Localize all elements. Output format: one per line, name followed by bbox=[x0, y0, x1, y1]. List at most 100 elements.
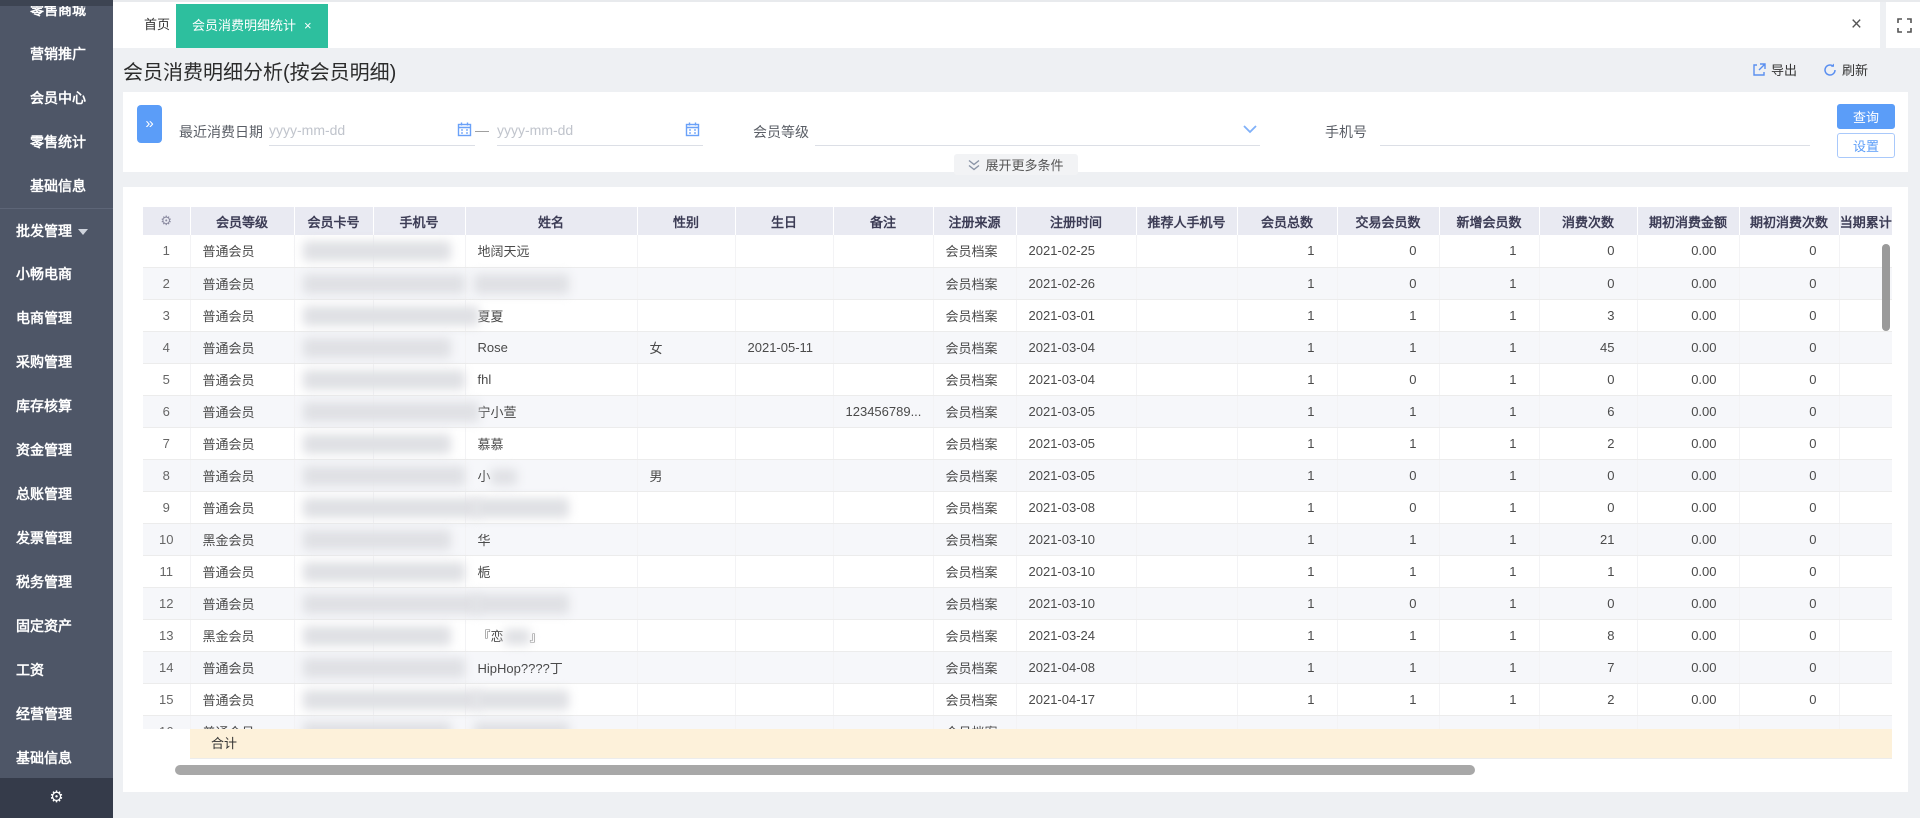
table-row[interactable]: 9 普通会员 会员档案 2021-03-08 1 0 1 0 0.00 0 bbox=[143, 491, 1892, 524]
table-cell: 2021-02-26 bbox=[1016, 267, 1137, 300]
table-cell: 普通会员 bbox=[190, 267, 295, 300]
sidebar-item[interactable]: 电商管理 bbox=[16, 310, 72, 326]
table-row[interactable]: 11 普通会员栀会员档案 2021-03-10 1 1 1 1 0.00 0 bbox=[143, 555, 1892, 588]
calendar-icon[interactable] bbox=[685, 122, 700, 137]
vertical-scrollbar bbox=[1882, 244, 1890, 544]
table-cell bbox=[1839, 651, 1892, 684]
table-row[interactable]: 5 普通会员 fhl 会员档案 2021-03-04 1 0 1 0 0.00 0 bbox=[143, 363, 1892, 396]
settings-button[interactable]: 设置 bbox=[1837, 133, 1895, 158]
table-cell: 0 bbox=[1739, 459, 1840, 492]
table-cell: 1 bbox=[1237, 427, 1338, 460]
table-row[interactable]: 4 普通会员 Rose 女 2021-05-11 会员档案 2021-03-04 1 1 1 45 0… bbox=[143, 331, 1892, 364]
table-cell: 21 bbox=[1539, 523, 1638, 556]
sidebar-item[interactable]: 基础信息 bbox=[16, 750, 72, 766]
sidebar-item[interactable]: 税务管理 bbox=[16, 574, 72, 590]
sidebar-item[interactable]: 会员中心 bbox=[30, 90, 86, 106]
tab-home[interactable]: 首页 bbox=[144, 17, 171, 32]
table-cell: 2021-03-01 bbox=[1016, 299, 1137, 332]
collapse-filters-button[interactable]: » bbox=[137, 105, 162, 143]
phone-filter-label: 手机号 bbox=[1325, 124, 1367, 140]
table-cell bbox=[465, 683, 638, 716]
close-icon[interactable]: × bbox=[1850, 14, 1862, 35]
vertical-scrollbar-thumb[interactable] bbox=[1882, 244, 1890, 331]
table-row[interactable]: 12 普通会员 会员档案 2021-03-10 1 0 1 0 0.00 0 bbox=[143, 587, 1892, 620]
table-cell bbox=[735, 363, 834, 396]
column-header: 会员卡号 bbox=[294, 207, 374, 235]
table-row[interactable]: 16普通会员 会员档案 bbox=[143, 715, 1892, 729]
tab-member-consume-detail[interactable]: 会员消费明细统计 × bbox=[176, 4, 328, 48]
table-cell: 15 bbox=[143, 683, 191, 716]
sidebar-item[interactable]: 小畅电商 bbox=[16, 266, 72, 282]
export-button[interactable]: 导出 bbox=[1752, 60, 1797, 79]
sidebar-settings-button[interactable]: ⚙ bbox=[0, 778, 113, 818]
sidebar-item[interactable]: 总账管理 bbox=[16, 486, 72, 502]
table-cell bbox=[1136, 491, 1238, 524]
column-settings-gear-icon[interactable]: ⚙ bbox=[143, 207, 191, 235]
expand-more-conditions-button[interactable]: 展开更多条件 bbox=[953, 154, 1078, 175]
sidebar-item[interactable]: 基础信息 bbox=[30, 178, 86, 194]
table-cell: 1 bbox=[1439, 395, 1540, 428]
table-cell bbox=[735, 459, 834, 492]
sidebar-item[interactable]: 零售统计 bbox=[30, 134, 86, 150]
table-row[interactable]: 13 黑金会员 『恋』会员档案 2021-03-24 1 1 1 8 0.00 0 bbox=[143, 619, 1892, 652]
table-cell bbox=[1839, 587, 1892, 620]
table-cell: 1 bbox=[1439, 587, 1540, 620]
query-button[interactable]: 查询 bbox=[1837, 104, 1895, 129]
table-cell: 会员档案 bbox=[933, 683, 1017, 716]
table-cell: 1 bbox=[1439, 651, 1540, 684]
table-cell bbox=[465, 587, 638, 620]
redacted-card-number bbox=[302, 689, 479, 710]
column-header: 注册时间 bbox=[1016, 207, 1137, 235]
export-label: 导出 bbox=[1770, 63, 1797, 78]
table-cell bbox=[465, 267, 638, 300]
tab-close-icon[interactable]: × bbox=[304, 18, 312, 33]
column-header: 推荐人手机号 bbox=[1136, 207, 1238, 235]
table-row[interactable]: 10 黑金会员华会员档案 2021-03-10 1 1 1 21 0.00 0 bbox=[143, 523, 1892, 556]
fullscreen-icon[interactable] bbox=[1897, 18, 1912, 33]
sidebar-item[interactable]: 发票管理 bbox=[16, 530, 72, 546]
table-cell: 8 bbox=[1539, 619, 1638, 652]
table-cell bbox=[1136, 523, 1238, 556]
date-from-input[interactable] bbox=[269, 116, 475, 144]
table-cell bbox=[637, 523, 736, 556]
sidebar-item[interactable]: 经营管理 bbox=[16, 706, 72, 722]
table-cell: 12 bbox=[143, 587, 191, 620]
sidebar-item[interactable]: 采购管理 bbox=[16, 354, 72, 370]
member-level-select[interactable] bbox=[815, 116, 1260, 144]
table-row[interactable]: 1 普通会员 地阔天远 会员档案 2021-02-25 1 0 1 0 0.00 0 bbox=[143, 235, 1892, 268]
phone-input[interactable] bbox=[1380, 116, 1810, 144]
chevron-down-icon[interactable] bbox=[1243, 125, 1257, 134]
table-row[interactable]: 6 普通会员 宁小萱 123456789... 会员档案 2021-03-05 1 1 1 6 0.… bbox=[143, 395, 1892, 428]
table-cell bbox=[735, 715, 834, 729]
horizontal-scrollbar-thumb[interactable] bbox=[175, 765, 1475, 775]
table-cell: 普通会员 bbox=[190, 363, 295, 396]
sidebar-item[interactable]: 资金管理 bbox=[16, 442, 72, 458]
table-row[interactable]: 14 普通会员 HipHop????丁 会员档案 2021-04-08 1 1 1 7 0.00 0 bbox=[143, 651, 1892, 684]
table-cell: 地阔天远 bbox=[465, 235, 638, 268]
table-row[interactable]: 2 普通会员 会员档案 2021-02-26 1 0 1 0 0.00 0 bbox=[143, 267, 1892, 300]
sidebar-item[interactable]: 固定资产 bbox=[16, 618, 72, 634]
table-row[interactable]: 8 普通会员小男会员档案 2021-03-05 1 0 1 0 0.00 0 bbox=[143, 459, 1892, 492]
table-row[interactable]: 7 普通会员 慕慕 会员档案 2021-03-05 1 1 1 2 0.00 0 bbox=[143, 427, 1892, 460]
table-cell: 夏夏 bbox=[465, 299, 638, 332]
table-cell: 0 bbox=[1739, 235, 1840, 268]
date-to-input[interactable] bbox=[497, 116, 703, 144]
table-cell bbox=[735, 235, 834, 268]
calendar-icon[interactable] bbox=[457, 122, 472, 137]
table-cell: 6 bbox=[1539, 395, 1638, 428]
sidebar-item[interactable]: 工资 bbox=[16, 662, 44, 678]
table-cell: 会员档案 bbox=[933, 299, 1017, 332]
sidebar-item[interactable]: 零售商城 bbox=[30, 2, 86, 18]
table-cell: 7 bbox=[143, 427, 191, 460]
column-header: 手机号 bbox=[373, 207, 466, 235]
column-header: 期初消费金额 bbox=[1637, 207, 1740, 235]
table-row[interactable]: 15 普通会员 会员档案 2021-04-17 1 1 1 2 0.00 0 bbox=[143, 683, 1892, 716]
date-range-dash: — bbox=[475, 122, 489, 138]
sidebar-item[interactable]: 批发管理 bbox=[0, 208, 113, 252]
sidebar-item[interactable]: 营销推广 bbox=[30, 46, 86, 62]
sidebar-item[interactable]: 库存核算 bbox=[16, 398, 72, 414]
table-cell: 9 bbox=[143, 491, 191, 524]
refresh-button[interactable]: 刷新 bbox=[1823, 60, 1868, 79]
table-row[interactable]: 3 普通会员 夏夏 会员档案 2021-03-01 1 1 1 3 0.00 0 bbox=[143, 299, 1892, 332]
date-to-field bbox=[497, 116, 703, 146]
